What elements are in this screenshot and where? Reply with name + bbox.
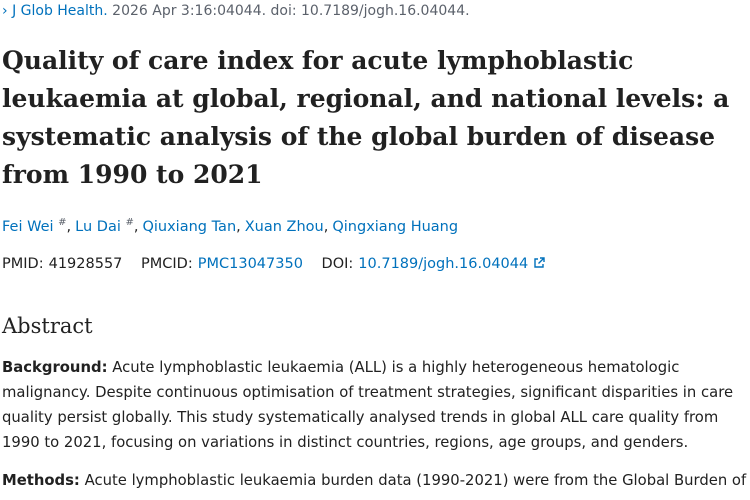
section-text: Acute lymphoblastic leukaemia burden dat… (84, 472, 747, 489)
author-link[interactable]: Xuan Zhou (244, 218, 324, 235)
author-link[interactable]: Fei Wei (2, 218, 54, 235)
abstract-methods: Methods: Acute lymphoblastic leukaemia b… (2, 468, 750, 493)
identifiers: PMID: 41928557 PMCID: PMC13047350 DOI: 10.7… (2, 256, 545, 272)
author-note: # (58, 217, 67, 228)
abstract-heading: Abstract (2, 314, 93, 338)
journal-link[interactable]: J Glob Health. (12, 3, 108, 19)
section-label: Methods: (2, 472, 80, 489)
author-link[interactable]: Qingxiang Huang (332, 218, 459, 235)
author-separator: , (66, 218, 72, 235)
author-separator: , (236, 218, 241, 235)
author-note: # (125, 217, 134, 228)
author-link[interactable]: Lu Dai (75, 218, 121, 235)
author-separator: , (323, 218, 329, 235)
citation-details: 2026 Apr 3:16:04044. doi: 10.7189/jogh.1… (112, 3, 470, 19)
pmid: 41928557 (48, 256, 123, 272)
section-label: Background: (2, 359, 108, 376)
pmid-label: PMID: (2, 256, 44, 272)
chevron[interactable]: › (2, 3, 8, 19)
section-text: Acute lymphoblastic leukaemia (ALL) is a… (2, 359, 734, 451)
abstract-background: Background: Acute lymphoblastic leukaemi… (2, 355, 750, 455)
external-link-icon[interactable] (533, 257, 545, 269)
doi-label: DOI: (321, 256, 354, 272)
citation: › J Glob Health. 2026 Apr 3:16:04044. do… (2, 3, 470, 19)
pmcid-label: PMCID: (141, 256, 193, 272)
doi-link[interactable]: 10.7189/jogh.16.04044 (358, 256, 529, 272)
author-link[interactable]: Qiuxiang Tan (142, 218, 237, 235)
author-list: Fei Wei #, Lu Dai #, Qiuxiang Tan, Xuan Zho… (2, 217, 458, 235)
author-separator: , (133, 218, 139, 235)
pmcid-link[interactable]: PMC13047350 (197, 256, 303, 272)
article-title: Quality of care index for acute lymphobl… (2, 46, 730, 189)
